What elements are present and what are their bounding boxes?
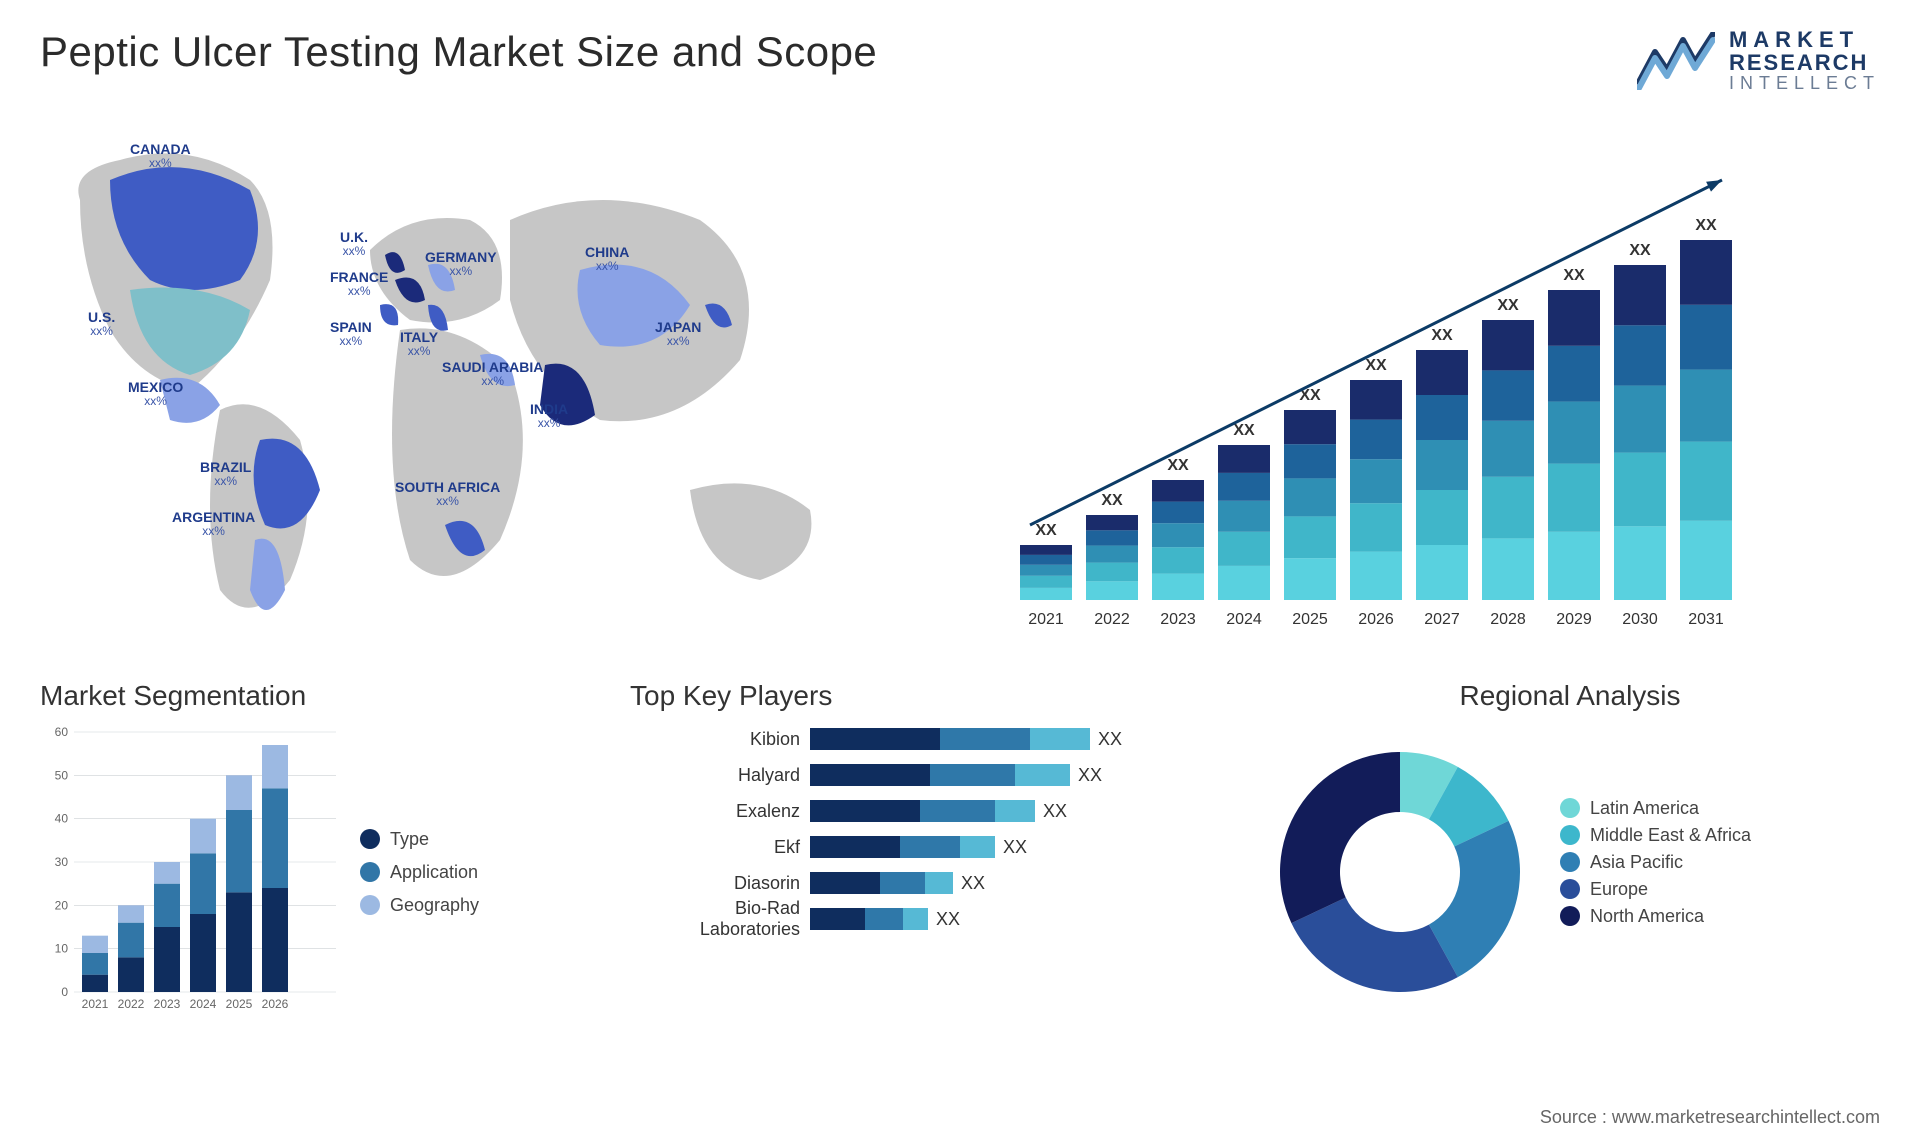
map-label-south-africa: SOUTH AFRICAxx% bbox=[395, 480, 500, 509]
page-title: Peptic Ulcer Testing Market Size and Sco… bbox=[40, 28, 877, 76]
players-section: Top Key Players KibionXXHalyardXXExalenz… bbox=[630, 680, 1210, 938]
svg-text:XX: XX bbox=[1629, 242, 1651, 259]
svg-text:2026: 2026 bbox=[1358, 611, 1394, 628]
map-label-japan: JAPANxx% bbox=[655, 320, 701, 349]
svg-text:XX: XX bbox=[1365, 357, 1387, 374]
map-label-u-k-: U.K.xx% bbox=[340, 230, 368, 259]
svg-text:2025: 2025 bbox=[226, 997, 253, 1011]
svg-text:20: 20 bbox=[55, 898, 69, 912]
regional-legend-item: Europe bbox=[1560, 879, 1751, 900]
svg-text:10: 10 bbox=[55, 942, 69, 956]
regional-legend-item: North America bbox=[1560, 906, 1751, 927]
segmentation-legend-item: Application bbox=[360, 862, 479, 883]
map-label-u-s-: U.S.xx% bbox=[88, 310, 115, 339]
svg-text:2021: 2021 bbox=[1028, 611, 1064, 628]
svg-text:XX: XX bbox=[1497, 297, 1519, 314]
svg-text:50: 50 bbox=[55, 768, 69, 782]
players-chart: KibionXXHalyardXXExalenzXXEkfXXDiasorinX… bbox=[630, 722, 1210, 936]
svg-text:2023: 2023 bbox=[154, 997, 181, 1011]
svg-text:2026: 2026 bbox=[262, 997, 289, 1011]
regional-legend: Latin America Middle East & Africa Asia Pa… bbox=[1560, 792, 1751, 933]
player-row: KibionXX bbox=[630, 722, 1210, 756]
svg-text:2027: 2027 bbox=[1424, 611, 1460, 628]
players-title: Top Key Players bbox=[630, 680, 1210, 712]
svg-text:2022: 2022 bbox=[1094, 611, 1130, 628]
svg-text:40: 40 bbox=[55, 812, 69, 826]
map-label-canada: CANADAxx% bbox=[130, 142, 191, 171]
segmentation-title: Market Segmentation bbox=[40, 680, 580, 712]
svg-text:2028: 2028 bbox=[1490, 611, 1526, 628]
svg-text:XX: XX bbox=[1167, 457, 1189, 474]
svg-text:XX: XX bbox=[1101, 492, 1123, 509]
svg-text:XX: XX bbox=[1035, 522, 1057, 539]
player-row: EkfXX bbox=[630, 830, 1210, 864]
map-label-brazil: BRAZILxx% bbox=[200, 460, 251, 489]
map-label-france: FRANCExx% bbox=[330, 270, 388, 299]
regional-title: Regional Analysis bbox=[1260, 680, 1880, 712]
segmentation-legend-item: Geography bbox=[360, 895, 479, 916]
regional-section: Regional Analysis Latin America Middle Ea… bbox=[1260, 680, 1880, 1002]
svg-text:2021: 2021 bbox=[82, 997, 109, 1011]
svg-text:30: 30 bbox=[55, 855, 69, 869]
growth-chart-svg: XX 2021 XX 2022 XX 2023 XX 2024 XX 2025 XX 2026 XX 20… bbox=[980, 130, 1880, 650]
regional-legend-item: Latin America bbox=[1560, 798, 1751, 819]
svg-text:2024: 2024 bbox=[190, 997, 217, 1011]
map-label-italy: ITALYxx% bbox=[400, 330, 438, 359]
brand-line3: INTELLECT bbox=[1729, 74, 1880, 93]
regional-donut bbox=[1260, 722, 1540, 1002]
map-label-mexico: MEXICOxx% bbox=[128, 380, 183, 409]
player-row: DiasorinXX bbox=[630, 866, 1210, 900]
svg-text:XX: XX bbox=[1233, 422, 1255, 439]
brand-logo: MARKET RESEARCH INTELLECT bbox=[1637, 28, 1880, 93]
map-label-germany: GERMANYxx% bbox=[425, 250, 497, 279]
svg-text:0: 0 bbox=[61, 985, 68, 999]
brand-line1: MARKET bbox=[1729, 28, 1880, 51]
svg-text:2022: 2022 bbox=[118, 997, 145, 1011]
map-label-saudi-arabia: SAUDI ARABIAxx% bbox=[442, 360, 543, 389]
growth-chart: XX 2021 XX 2022 XX 2023 XX 2024 XX 2025 XX 2026 XX 20… bbox=[980, 130, 1880, 650]
map-label-china: CHINAxx% bbox=[585, 245, 629, 274]
source-footer: Source : www.marketresearchintellect.com bbox=[1540, 1107, 1880, 1128]
svg-text:2023: 2023 bbox=[1160, 611, 1196, 628]
player-row: ExalenzXX bbox=[630, 794, 1210, 828]
brand-line2: RESEARCH bbox=[1729, 51, 1880, 74]
svg-text:2031: 2031 bbox=[1688, 611, 1724, 628]
brand-icon bbox=[1637, 32, 1715, 90]
segmentation-section: Market Segmentation 0 10 20 30 40 50 60 2021 202… bbox=[40, 680, 580, 1022]
svg-text:XX: XX bbox=[1563, 267, 1585, 284]
player-row: Bio-Rad LaboratoriesXX bbox=[630, 902, 1210, 936]
map-label-spain: SPAINxx% bbox=[330, 320, 372, 349]
segmentation-legend: Type Application Geography bbox=[360, 722, 479, 1022]
map-label-india: INDIAxx% bbox=[530, 402, 568, 431]
map-label-argentina: ARGENTINAxx% bbox=[172, 510, 255, 539]
svg-text:2025: 2025 bbox=[1292, 611, 1328, 628]
player-row: HalyardXX bbox=[630, 758, 1210, 792]
header: Peptic Ulcer Testing Market Size and Sco… bbox=[40, 28, 1880, 108]
svg-text:XX: XX bbox=[1431, 327, 1453, 344]
svg-text:2029: 2029 bbox=[1556, 611, 1592, 628]
svg-text:2024: 2024 bbox=[1226, 611, 1262, 628]
svg-text:XX: XX bbox=[1695, 217, 1717, 234]
segmentation-legend-item: Type bbox=[360, 829, 479, 850]
svg-text:60: 60 bbox=[55, 725, 69, 739]
world-map: CANADAxx% U.S.xx% MEXICOxx% BRAZILxx% ARGENT… bbox=[40, 130, 940, 650]
regional-legend-item: Asia Pacific bbox=[1560, 852, 1751, 873]
svg-text:2030: 2030 bbox=[1622, 611, 1658, 628]
regional-legend-item: Middle East & Africa bbox=[1560, 825, 1751, 846]
segmentation-chart: 0 10 20 30 40 50 60 2021 2022 2023 2024 2025 2026 bbox=[40, 722, 340, 1022]
